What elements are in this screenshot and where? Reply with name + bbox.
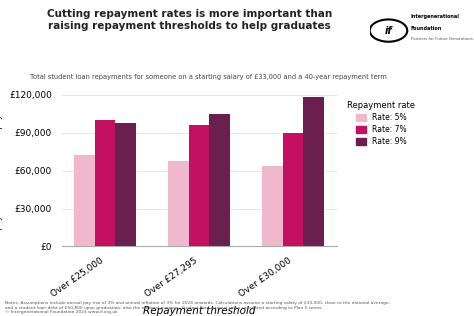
Bar [116,123,136,246]
Bar [283,133,303,246]
Bar [168,161,189,246]
Legend: Rate: 5%, Rate: 7%, Rate: 9%: Rate: 5%, Rate: 7%, Rate: 9% [345,99,418,149]
Text: Foundation: Foundation [410,26,442,31]
Text: Cutting repayment rates is more important than
raising repayment thresholds to h: Cutting repayment rates is more importan… [47,9,332,31]
Bar [210,114,230,246]
Bar [95,120,116,246]
Bar [189,125,210,246]
Text: if: if [385,26,392,36]
Bar [74,155,95,246]
X-axis label: Repayment threshold: Repayment threshold [143,306,255,316]
Text: Intergenerational: Intergenerational [410,14,460,19]
Bar [303,97,324,246]
Text: Notes: Assumptions include annual pay rise of 3% and annual inflation of 3% for : Notes: Assumptions include annual pay ri… [5,301,390,314]
Text: Total student loan repayments for someone on a starting salary of £33,000 and a : Total student loan repayments for someon… [30,74,387,80]
Text: Partners for Future Generations: Partners for Future Generations [410,37,473,41]
Y-axis label: Total payable in student loan repayments: Total payable in student loan repayments [0,91,3,251]
Bar [262,166,283,246]
